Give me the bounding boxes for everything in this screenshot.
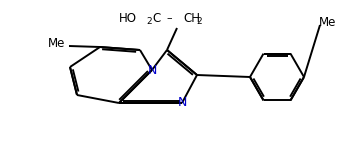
Text: Me: Me xyxy=(48,37,66,50)
Text: CH: CH xyxy=(183,11,200,24)
Text: –: – xyxy=(166,13,172,23)
Text: N: N xyxy=(177,97,187,110)
Text: HO: HO xyxy=(119,11,137,24)
Text: N: N xyxy=(147,63,157,76)
Text: 2: 2 xyxy=(196,17,202,26)
Text: C: C xyxy=(152,11,160,24)
Text: Me: Me xyxy=(319,15,337,28)
Text: 2: 2 xyxy=(146,17,152,26)
